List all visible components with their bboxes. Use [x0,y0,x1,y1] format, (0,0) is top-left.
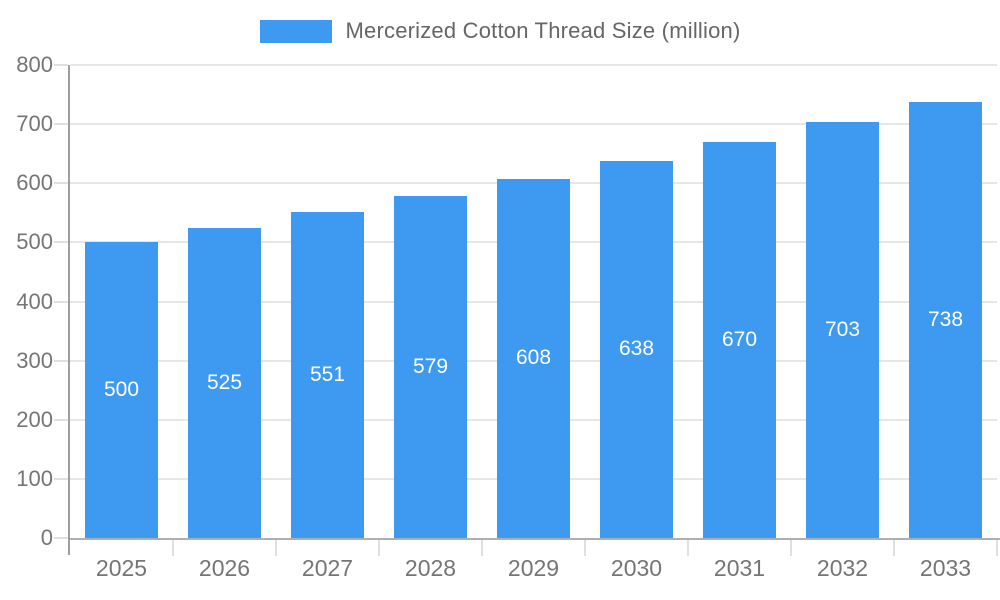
bar-value-label: 738 [927,307,964,331]
y-axis-tick [54,359,68,362]
x-axis-label: 2029 [507,555,560,581]
bar[interactable] [85,242,158,538]
y-axis-line [68,65,70,555]
y-axis-label: 600 [16,170,53,196]
x-axis-boundary-tick [996,540,998,556]
bar[interactable] [703,141,776,538]
y-axis-label: 300 [16,347,53,373]
bar-value-label: 500 [103,378,140,402]
y-axis-tick [54,300,68,303]
y-axis-label: 400 [16,288,53,314]
x-axis-label: 2027 [301,555,354,581]
y-axis-label: 500 [16,229,53,255]
legend-item[interactable]: Mercerized Cotton Thread Size (million) [259,18,741,44]
y-axis-tick [54,64,68,66]
x-axis-boundary-tick [584,540,586,556]
bar[interactable] [806,122,879,538]
bar[interactable] [600,160,673,538]
x-axis-boundary-tick [378,540,380,556]
gridline [70,123,997,126]
legend-color-swatch [259,19,332,43]
bar-value-label: 608 [515,346,552,370]
x-axis-label: 2028 [404,555,457,581]
y-axis-tick [54,182,68,185]
bar-value-label: 551 [309,363,346,387]
y-axis-label: 200 [16,406,53,432]
y-axis-tick [54,477,68,480]
x-axis-boundary-tick [893,540,895,556]
x-axis-label: 2030 [610,555,663,581]
y-axis-label: 700 [16,111,53,137]
x-axis-boundary-tick [481,540,483,556]
y-axis-tick [54,123,68,126]
x-axis-line [68,538,1000,540]
bar-value-label: 579 [412,354,449,378]
x-axis-label: 2032 [816,555,869,581]
x-axis-boundary-tick [275,540,277,556]
x-axis-label: 2026 [198,555,251,581]
bar[interactable] [291,212,364,538]
bar-value-label: 703 [824,318,861,342]
y-axis-label: 800 [16,52,53,77]
x-axis-label: 2031 [713,555,766,581]
bar[interactable] [497,178,570,538]
x-axis-boundary-tick [172,540,174,556]
plot-area: 0 100 200 300 400 500 600 700 800 500 2025 525 2026 5… [16,52,1000,581]
legend-label: Mercerized Cotton Thread Size (million) [345,18,741,43]
x-axis-label: 2025 [95,555,148,581]
y-axis-tick [54,418,68,421]
bar[interactable] [188,227,261,538]
bar-value-label: 525 [206,370,243,394]
bar-value-label: 638 [618,337,655,361]
y-axis-label: 100 [16,465,53,491]
y-axis-tick [54,537,68,539]
bar[interactable] [909,101,982,538]
x-axis-boundary-tick [790,540,792,556]
y-axis-label: 0 [40,525,53,550]
y-axis-tick [54,241,68,244]
gridline [70,64,997,66]
legend: Mercerized Cotton Thread Size (million) [0,18,1000,44]
bar-value-label: 670 [721,327,758,351]
x-axis-boundary-tick [687,540,689,556]
x-axis-label: 2033 [919,555,972,581]
bar[interactable] [394,195,467,538]
